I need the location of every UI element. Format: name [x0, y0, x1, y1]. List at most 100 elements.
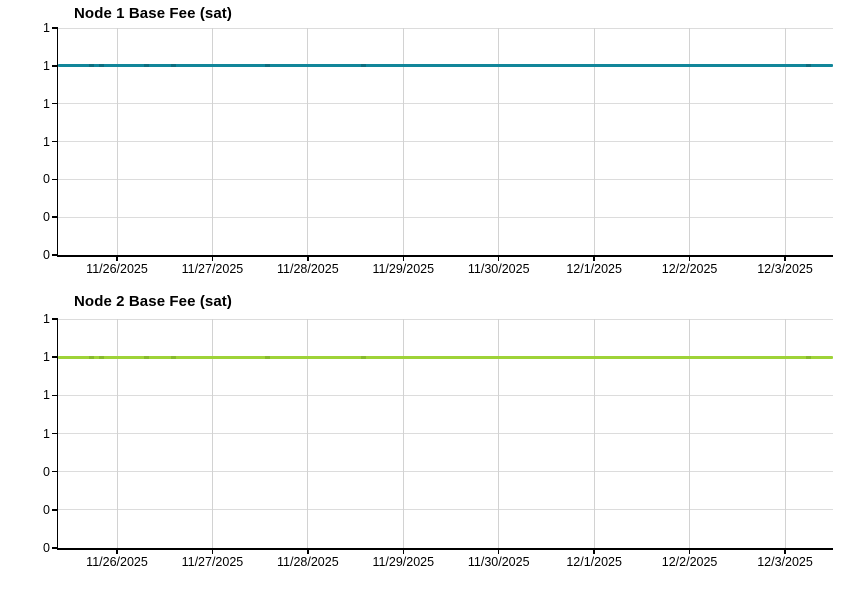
y-axis-tick: [52, 394, 58, 397]
data-point-marker: [88, 355, 94, 359]
data-point-marker: [265, 355, 271, 359]
h-gridline: [58, 318, 833, 320]
v-gridline: [402, 319, 404, 548]
x-tick-label: 11/27/2025: [181, 262, 244, 276]
y-axis-tick: [52, 178, 58, 181]
v-gridline: [593, 28, 595, 255]
data-point-marker: [806, 355, 812, 359]
h-gridline: [58, 471, 833, 473]
v-gridline: [498, 28, 500, 255]
x-tick-label: 12/3/2025: [757, 555, 813, 569]
y-tick-label: 0: [43, 464, 50, 479]
y-axis-line: [56, 28, 58, 257]
data-point-marker: [170, 64, 176, 68]
x-tick-label: 11/30/2025: [467, 262, 530, 276]
x-axis-tick: [593, 548, 595, 554]
x-axis-tick: [784, 548, 786, 554]
y-tick-label: 1: [43, 388, 50, 403]
data-point-marker: [360, 64, 366, 68]
y-tick-label: 0: [43, 210, 50, 225]
v-gridline: [116, 28, 118, 255]
data-point-marker: [170, 355, 176, 359]
v-gridline: [211, 28, 213, 255]
data-point-marker: [98, 64, 104, 68]
x-axis-tick: [307, 548, 309, 554]
data-point-marker: [806, 64, 812, 68]
x-tick-label: 12/1/2025: [566, 555, 622, 569]
x-tick-label: 11/28/2025: [277, 262, 339, 276]
y-axis-tick: [52, 318, 58, 320]
y-axis-tick: [52, 254, 58, 256]
data-point-marker: [88, 64, 94, 68]
y-tick-label: 1: [43, 21, 50, 35]
x-axis-tick: [211, 548, 214, 554]
x-axis-tick: [402, 255, 405, 261]
y-axis-tick: [52, 432, 58, 435]
data-point-marker: [143, 64, 149, 68]
h-gridline: [58, 216, 833, 218]
x-tick-label: 12/2/2025: [661, 555, 718, 569]
y-tick-label: 1: [43, 350, 50, 365]
y-tick-label: 1: [43, 312, 50, 326]
x-axis-tick: [593, 255, 595, 261]
y-axis-tick: [52, 216, 58, 218]
data-point-marker: [360, 355, 366, 359]
y-axis-tick: [52, 356, 58, 358]
x-tick-label: 11/30/2025: [467, 555, 530, 569]
v-gridline: [498, 319, 500, 548]
v-gridline: [211, 319, 213, 548]
x-axis-tick: [497, 255, 500, 261]
v-gridline: [784, 319, 786, 548]
x-axis-line: [56, 255, 833, 257]
x-axis-tick: [116, 548, 118, 554]
x-tick-label: 11/27/2025: [181, 555, 244, 569]
y-axis-tick: [52, 140, 58, 143]
y-tick-label: 1: [43, 96, 50, 111]
h-gridline: [58, 27, 833, 29]
y-axis-tick: [52, 470, 58, 473]
x-tick-label: 11/26/2025: [86, 262, 148, 276]
chart-title-node-1-base-fee: Node 1 Base Fee (sat): [74, 5, 232, 22]
y-axis-tick: [52, 27, 58, 29]
x-axis-line: [56, 548, 833, 550]
v-gridline: [116, 319, 118, 548]
x-tick-label: 12/3/2025: [757, 262, 813, 276]
y-axis-line: [56, 319, 58, 550]
y-tick-label: 1: [43, 426, 50, 441]
h-gridline: [58, 103, 833, 105]
h-gridline: [58, 509, 833, 511]
x-axis-tick: [402, 548, 405, 554]
x-tick-label: 11/28/2025: [277, 555, 339, 569]
h-gridline: [58, 433, 833, 434]
x-axis-tick: [116, 255, 118, 261]
v-gridline: [402, 28, 404, 255]
y-tick-label: 1: [43, 134, 50, 149]
v-gridline: [689, 319, 691, 548]
series-line: [58, 64, 833, 68]
v-gridline: [307, 28, 309, 255]
x-tick-label: 11/26/2025: [86, 555, 148, 569]
y-tick-label: 0: [43, 502, 50, 517]
y-axis-tick: [52, 547, 58, 549]
v-gridline: [593, 319, 595, 548]
x-axis-tick: [307, 255, 309, 261]
data-point-marker: [143, 355, 149, 359]
y-axis-tick: [52, 102, 58, 105]
x-tick-label: 12/2/2025: [661, 262, 718, 276]
chart-title-node-2-base-fee: Node 2 Base Fee (sat): [74, 293, 232, 310]
h-gridline: [58, 178, 833, 180]
y-axis-tick: [52, 509, 58, 511]
y-tick-label: 0: [43, 541, 50, 555]
x-tick-label: 12/1/2025: [566, 262, 622, 276]
h-gridline: [58, 141, 833, 142]
y-tick-label: 0: [43, 248, 50, 262]
h-gridline: [58, 394, 833, 396]
x-axis-tick: [497, 548, 500, 554]
data-point-marker: [265, 64, 271, 68]
y-tick-label: 1: [43, 58, 50, 73]
x-tick-label: 11/29/2025: [372, 262, 435, 276]
v-gridline: [307, 319, 309, 548]
